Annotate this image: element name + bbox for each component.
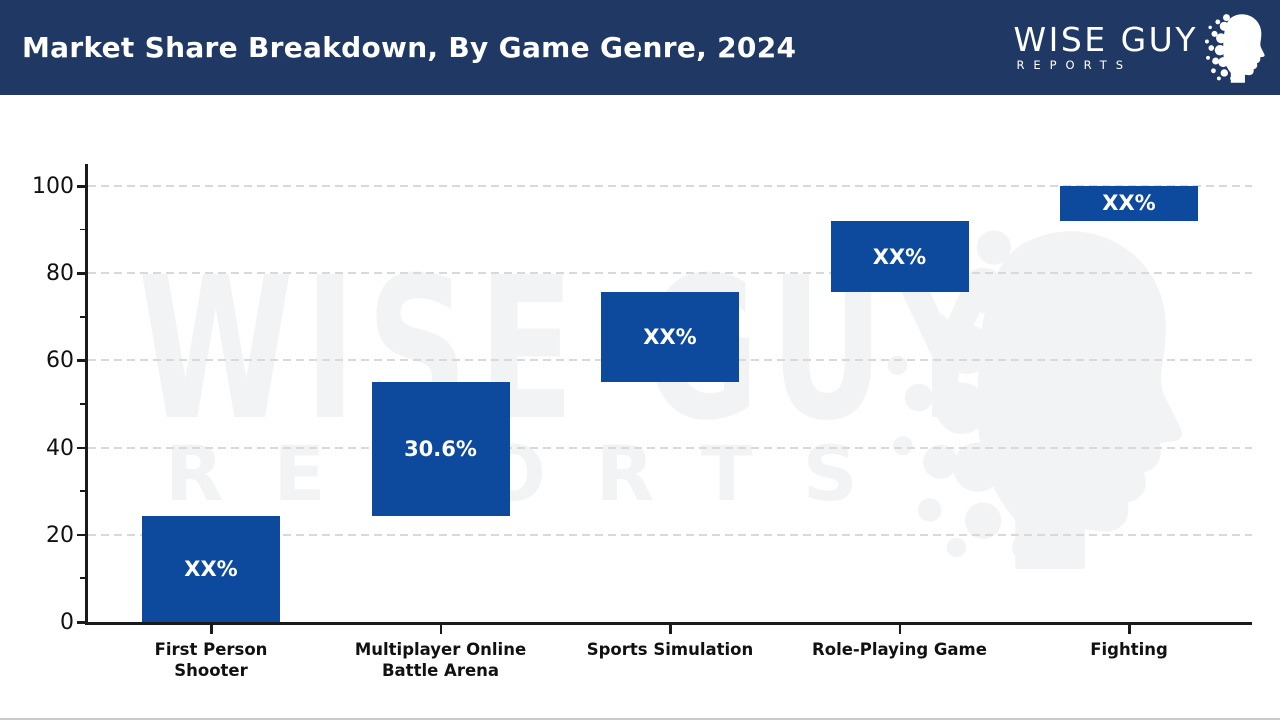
y-tick-label-80: 80 [46, 261, 74, 287]
x-tick-4 [898, 625, 901, 634]
x-tick-2 [439, 625, 442, 634]
gridline-80 [88, 272, 1252, 275]
y-tick-80 [77, 272, 85, 275]
bar-value-label: XX% [184, 556, 238, 581]
y-tick-60 [77, 359, 85, 362]
bar-chart: XX% 30.6% XX% XX% XX% [77, 164, 1252, 634]
logo-wordmark: WISE GUY [1013, 20, 1198, 60]
y-minor-tick-90 [80, 228, 85, 231]
bar-value-label: XX% [872, 244, 927, 269]
y-tick-20 [77, 533, 85, 537]
y-minor-tick-70 [80, 315, 85, 318]
gridline-100 [88, 185, 1252, 187]
bar-value-label: XX% [1102, 191, 1156, 216]
y-tick-label-0: 0 [60, 610, 74, 635]
logo-subtext: REPORTS [1016, 58, 1132, 73]
header-bar: Market Share Breakdown, By Game Genre, 2… [0, 0, 1280, 95]
bar-value-label: XX% [643, 325, 697, 350]
y-minor-tick-10 [80, 577, 85, 580]
bar-4: XX% [830, 220, 969, 293]
bar-1: XX% [142, 515, 280, 622]
y-tick-100 [77, 185, 85, 188]
x-tick-3 [669, 625, 672, 634]
wiseguy-logo: WISE GUY REPORTS [1013, 10, 1266, 86]
logo-head-icon [1204, 13, 1265, 83]
bar-value-label: 30.6% [404, 436, 477, 461]
y-tick-label-20: 20 [46, 522, 74, 548]
logo-text: WISE GUY REPORTS [1013, 23, 1198, 72]
category-label: Sports Simulation [586, 640, 754, 659]
bar-5: XX% [1060, 186, 1198, 221]
page-title: Market Share Breakdown, By Game Genre, 2… [22, 31, 797, 64]
category-label: Multiplayer Online Battle Arena [354, 640, 527, 681]
gridline-20 [88, 533, 1252, 536]
category-label: Role-Playing Game [812, 640, 987, 659]
bar-3: XX% [601, 292, 739, 383]
gridline-40 [88, 446, 1252, 449]
y-tick-label-100: 100 [32, 174, 74, 199]
category-label: Fighting [1090, 640, 1168, 659]
y-tick-0 [77, 621, 85, 624]
bar-2: 30.6% [371, 382, 510, 516]
x-tick-1 [210, 625, 213, 634]
y-axis-labels: 0 20 40 60 80 100 [0, 0, 74, 720]
category-label: First Person Shooter [154, 640, 268, 681]
x-tick-5 [1128, 625, 1131, 634]
y-minor-tick-30 [80, 490, 85, 492]
y-tick-label-60: 60 [46, 348, 74, 374]
y-tick-label-40: 40 [46, 435, 74, 461]
y-minor-tick-50 [80, 403, 85, 405]
y-tick-40 [77, 446, 85, 450]
